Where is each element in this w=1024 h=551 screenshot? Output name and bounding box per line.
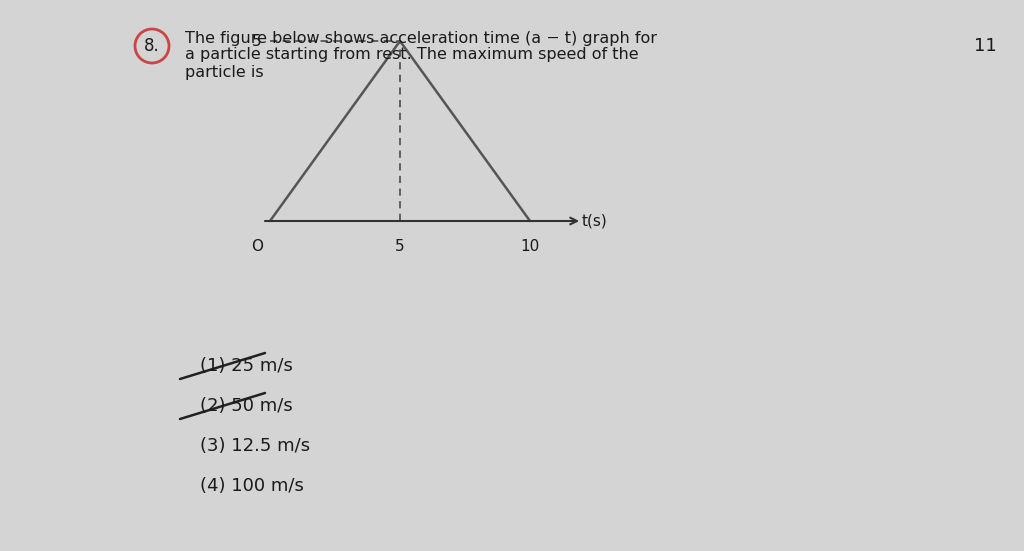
Text: The figure below shows acceleration time (a − t) graph for: The figure below shows acceleration time… [185,30,657,46]
Text: a particle starting from rest. The maximum speed of the: a particle starting from rest. The maxim… [185,47,639,62]
Text: O: O [251,239,263,253]
Text: particle is: particle is [185,64,263,79]
Text: (1) 25 m/s: (1) 25 m/s [200,357,293,375]
Text: (4) 100 m/s: (4) 100 m/s [200,477,304,495]
Text: 5: 5 [252,34,262,48]
Text: (2) 50 m/s: (2) 50 m/s [200,397,293,415]
Text: (3) 12.5 m/s: (3) 12.5 m/s [200,437,310,455]
Text: 10: 10 [520,239,540,253]
Text: 5: 5 [395,239,404,253]
Text: 11: 11 [974,37,997,55]
Text: 8.: 8. [144,37,160,55]
Text: t(s): t(s) [582,213,608,229]
